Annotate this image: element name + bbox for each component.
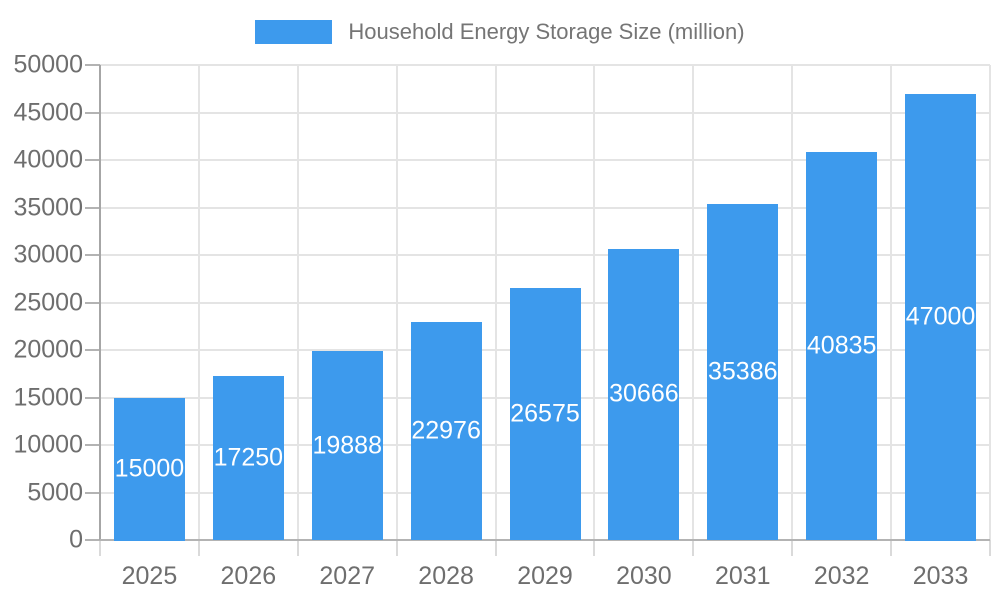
x-axis-tick-label: 2033 bbox=[912, 562, 969, 590]
x-axis-tick bbox=[791, 540, 794, 556]
x-axis-tick bbox=[692, 540, 695, 556]
x-axis-tick-label: 2031 bbox=[714, 562, 771, 590]
gridline-vertical bbox=[395, 65, 398, 540]
x-axis-tick bbox=[989, 540, 991, 556]
y-axis-tick bbox=[85, 539, 100, 541]
gridline-vertical bbox=[692, 65, 695, 540]
gridline-vertical bbox=[989, 65, 991, 540]
y-axis-tick-label: 0 bbox=[69, 525, 83, 554]
bar-value-label: 40835 bbox=[806, 331, 877, 360]
gridline-vertical bbox=[890, 65, 893, 540]
bar-2025[interactable] bbox=[114, 398, 185, 541]
bar-2027[interactable] bbox=[312, 351, 383, 540]
x-axis-tick bbox=[197, 540, 200, 556]
y-axis-tick-label: 15000 bbox=[13, 383, 83, 411]
y-axis-tick-label: 20000 bbox=[13, 335, 83, 364]
gridline-vertical bbox=[494, 65, 497, 540]
bar-value-label: 22976 bbox=[411, 416, 481, 445]
bar-2031[interactable] bbox=[707, 204, 778, 540]
bar-2030[interactable] bbox=[608, 249, 679, 540]
bar-value-label: 47000 bbox=[905, 302, 976, 331]
x-axis-tick bbox=[296, 540, 299, 556]
x-axis-tick bbox=[395, 540, 398, 556]
bar-2033[interactable] bbox=[905, 94, 976, 541]
gridline-horizontal bbox=[100, 206, 990, 209]
y-axis-tick-label: 40000 bbox=[13, 145, 83, 174]
x-axis-tick bbox=[593, 540, 596, 556]
x-axis-tick bbox=[99, 540, 101, 556]
y-axis-tick bbox=[85, 254, 100, 256]
x-axis-tick bbox=[890, 540, 893, 556]
bar-value-label: 19888 bbox=[312, 431, 382, 460]
x-axis-tick-label: 2028 bbox=[418, 562, 474, 590]
bar-2029[interactable] bbox=[510, 288, 581, 540]
gridline-vertical bbox=[593, 65, 596, 540]
y-axis-tick bbox=[85, 206, 100, 209]
y-axis-tick bbox=[85, 491, 100, 494]
x-axis-line bbox=[100, 539, 990, 541]
bar-value-label: 30666 bbox=[609, 379, 679, 408]
gridline-vertical bbox=[197, 65, 200, 540]
gridline-horizontal bbox=[100, 159, 990, 161]
y-axis-line bbox=[99, 65, 101, 540]
gridline-horizontal bbox=[100, 254, 990, 256]
chart-legend[interactable]: Household Energy Storage Size (million) bbox=[0, 19, 1000, 45]
bar-value-label: 17250 bbox=[213, 443, 284, 472]
y-axis-tick bbox=[85, 64, 100, 66]
gridline-horizontal bbox=[100, 64, 990, 66]
y-axis-tick-label: 35000 bbox=[13, 193, 83, 221]
y-axis-tick-label: 10000 bbox=[13, 430, 83, 459]
bar-value-label: 15000 bbox=[114, 454, 185, 483]
y-axis-tick-label: 25000 bbox=[13, 288, 83, 316]
gridline-vertical bbox=[791, 65, 794, 540]
x-axis-tick bbox=[494, 540, 497, 556]
x-axis-tick-label: 2030 bbox=[616, 562, 672, 590]
y-axis-tick bbox=[85, 301, 100, 304]
legend-swatch-icon bbox=[255, 20, 333, 44]
x-axis-tick-label: 2025 bbox=[121, 562, 178, 590]
y-axis-tick bbox=[85, 349, 100, 351]
x-axis-tick-label: 2026 bbox=[220, 562, 277, 590]
bar-value-label: 35386 bbox=[708, 357, 778, 386]
bar-2032[interactable] bbox=[806, 152, 877, 540]
legend-label: Household Energy Storage Size (million) bbox=[348, 19, 745, 44]
x-axis-tick-label: 2027 bbox=[319, 562, 376, 590]
bar-2028[interactable] bbox=[411, 322, 482, 540]
x-axis-tick-label: 2032 bbox=[813, 562, 870, 590]
y-axis-tick-label: 50000 bbox=[13, 50, 83, 79]
x-axis-tick-label: 2029 bbox=[517, 562, 573, 590]
bar-value-label: 26575 bbox=[510, 399, 580, 428]
y-axis-tick bbox=[85, 396, 100, 399]
gridline-horizontal bbox=[100, 111, 990, 114]
bar-2026[interactable] bbox=[213, 376, 284, 540]
y-axis-tick bbox=[85, 111, 100, 114]
y-axis-tick bbox=[85, 159, 100, 161]
gridline-vertical bbox=[296, 65, 299, 540]
y-axis-tick bbox=[85, 444, 100, 446]
y-axis-tick-label: 5000 bbox=[27, 478, 83, 506]
y-axis-tick-label: 30000 bbox=[13, 240, 83, 269]
y-axis-tick-label: 45000 bbox=[13, 98, 83, 126]
